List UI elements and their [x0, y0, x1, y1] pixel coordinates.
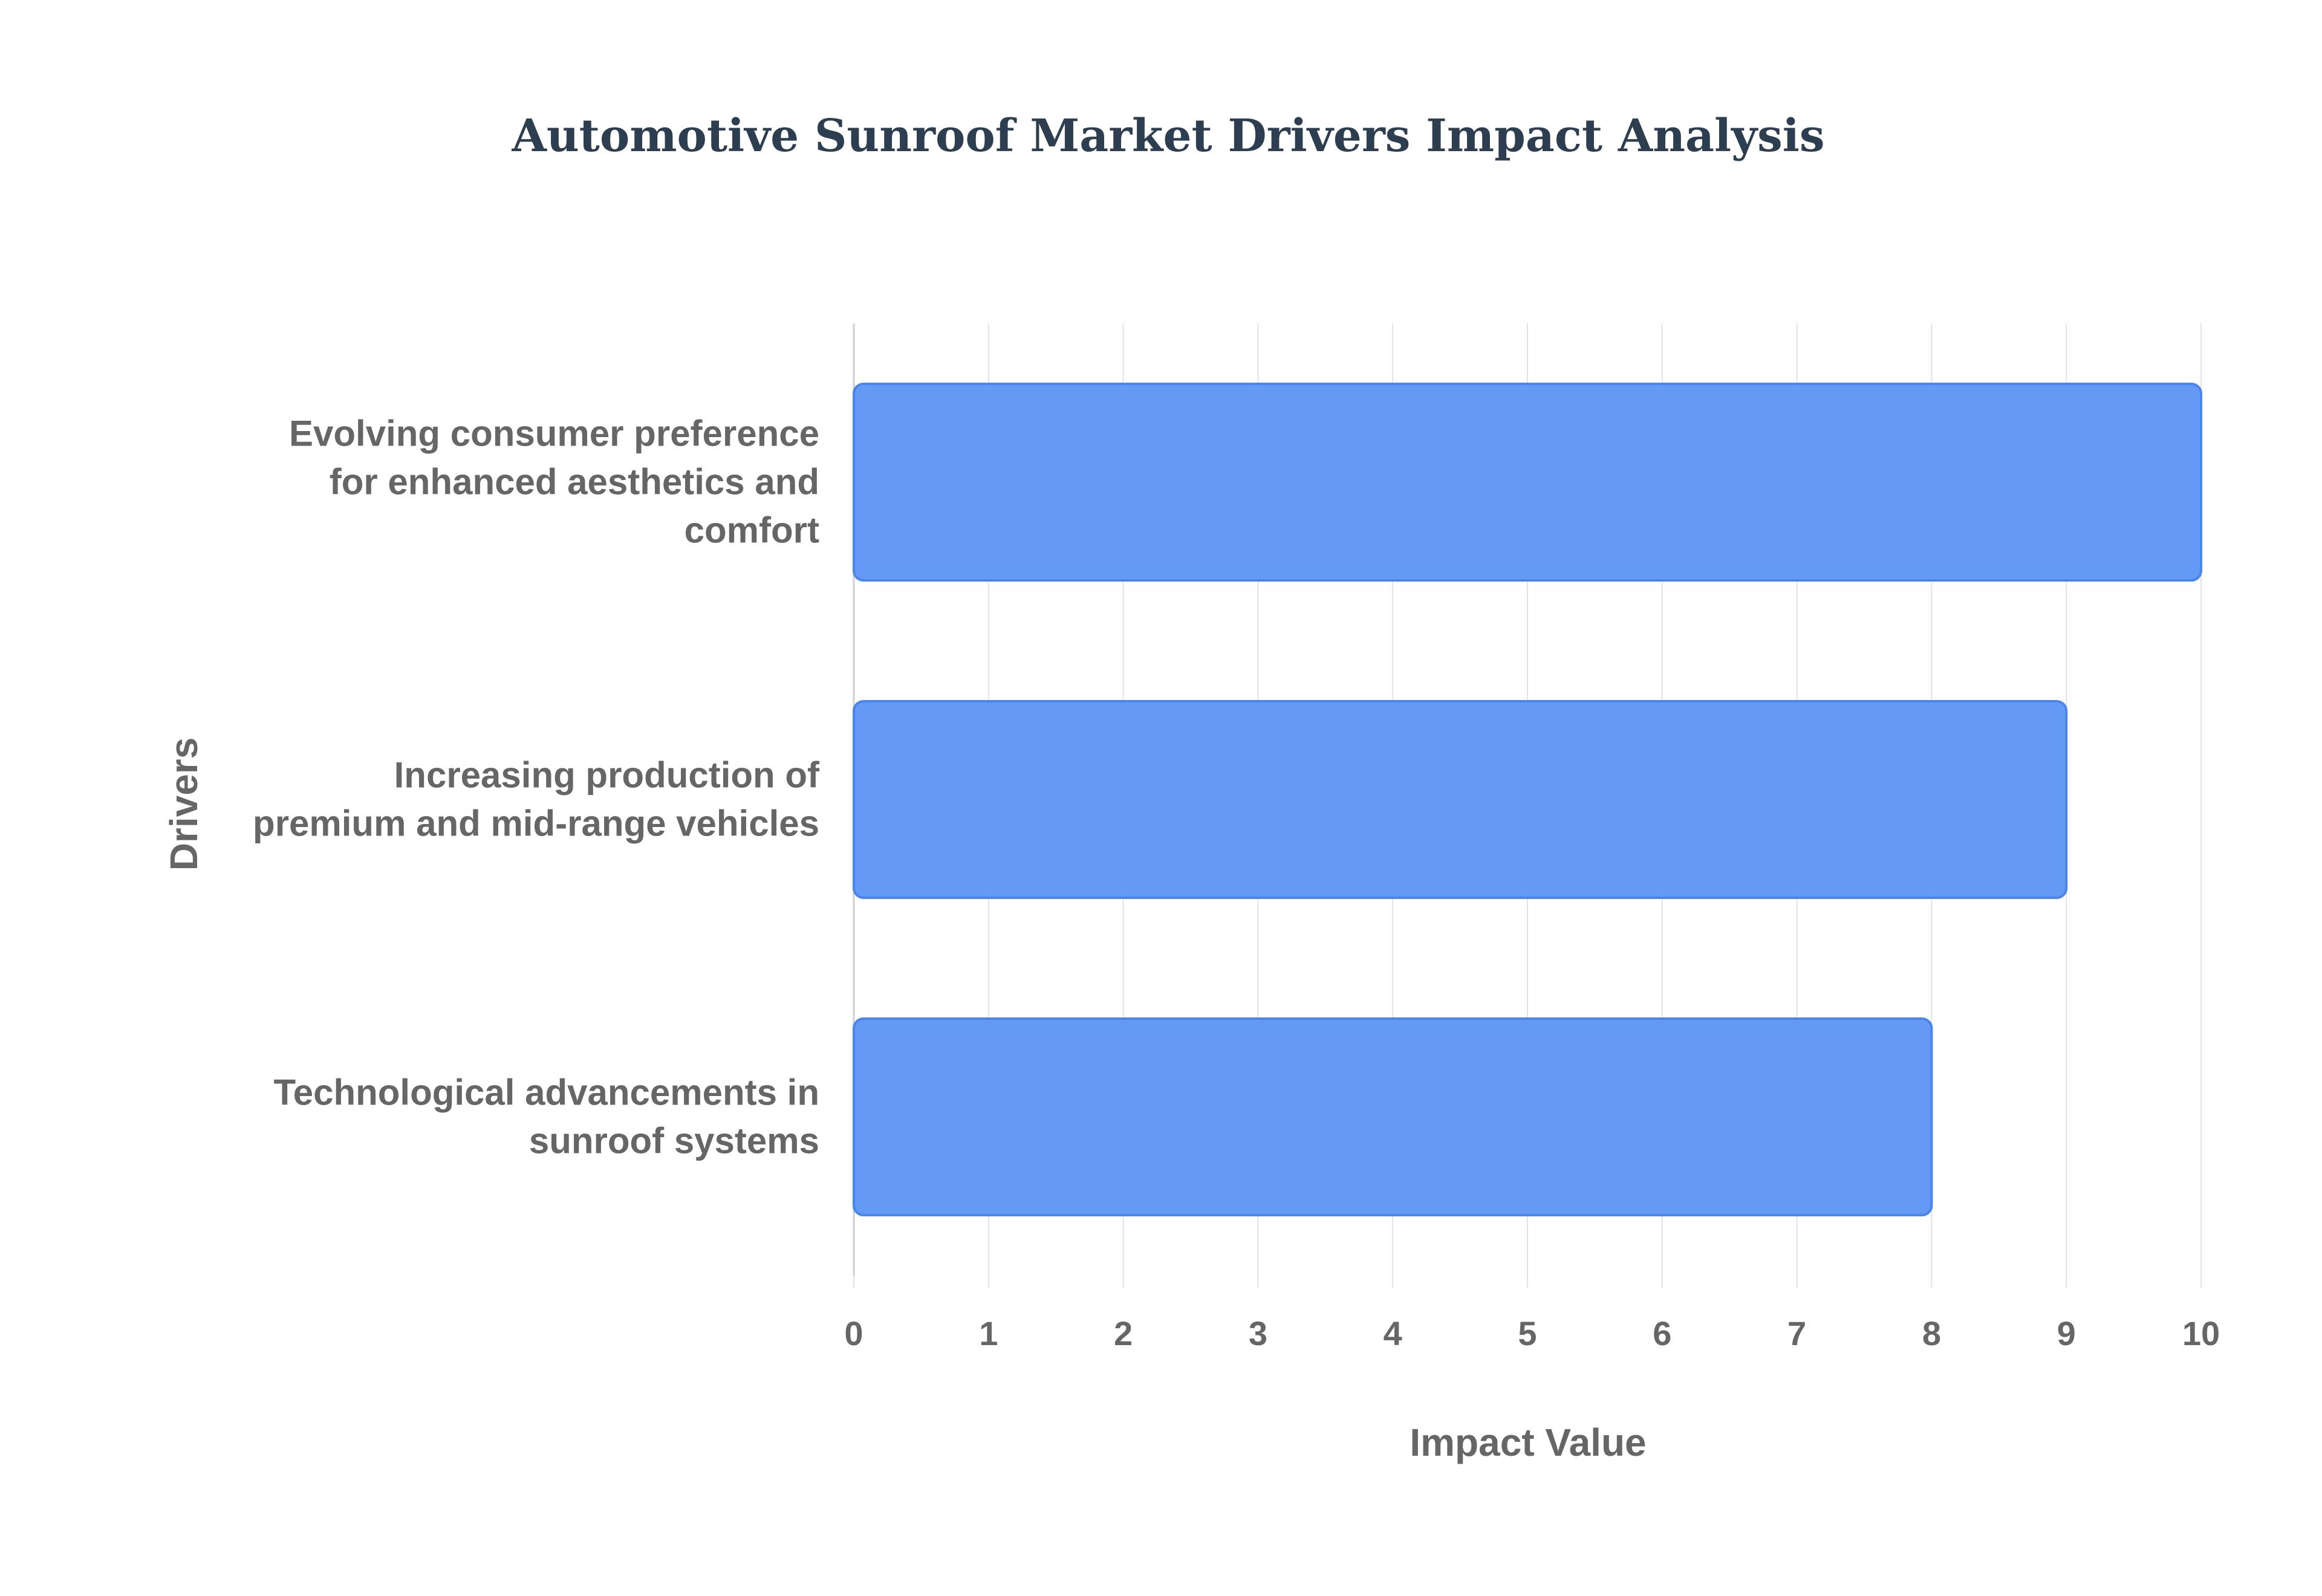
- bars: [853, 383, 2202, 1216]
- x-tick-label: 9: [2057, 1314, 2076, 1352]
- chart-title: Automotive Sunroof Market Drivers Impact…: [511, 110, 1824, 162]
- x-tick-label: 10: [2182, 1314, 2220, 1352]
- category-label: Evolving consumer preference for enhanced…: [289, 414, 819, 551]
- x-tick-label: 7: [1787, 1314, 1806, 1352]
- x-tick-label: 2: [1114, 1314, 1133, 1352]
- x-tick-label: 6: [1653, 1314, 1671, 1352]
- x-axis-title: Impact Value: [1410, 1421, 1646, 1464]
- x-tick-label: 0: [844, 1314, 863, 1352]
- category-labels: Evolving consumer preference for enhanced…: [253, 414, 820, 1161]
- category-label: Technological advancements in sunroof sys…: [274, 1072, 819, 1161]
- x-tick-labels: 0 1 2 3 4 5 6 7 8 9 10: [844, 1314, 2220, 1352]
- bar[interactable]: [853, 700, 2068, 899]
- x-tick-label: 4: [1384, 1314, 1402, 1352]
- y-axis-title: Drivers: [162, 738, 206, 871]
- bar[interactable]: [853, 383, 2202, 582]
- bar[interactable]: [853, 1017, 1933, 1216]
- category-label: Increasing production of premium and mid-…: [253, 755, 820, 844]
- x-tick-label: 1: [979, 1314, 998, 1352]
- x-tick-label: 5: [1518, 1314, 1537, 1352]
- x-tick-label: 3: [1249, 1314, 1267, 1352]
- x-tick-label: 8: [1922, 1314, 1941, 1352]
